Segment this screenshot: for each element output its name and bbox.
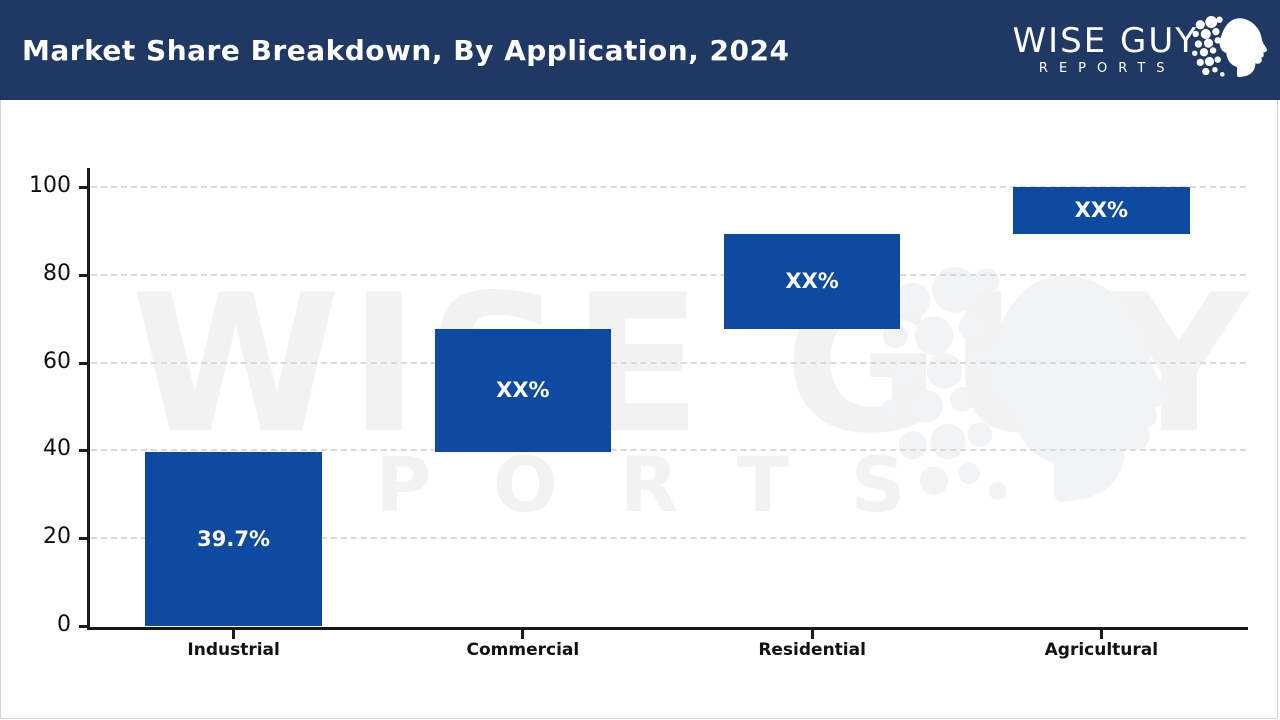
x-tick-mark — [232, 630, 236, 639]
y-tick-mark — [79, 449, 89, 453]
y-tick-label: 80 — [43, 260, 71, 286]
x-tick-mark — [810, 630, 814, 639]
watermark-text-top: WISE GUY — [131, 254, 1256, 475]
brand-logo-text: WISE GUY REPORTS — [1012, 24, 1198, 76]
bar-residential: XX% — [723, 233, 901, 329]
y-tick-label: 20 — [43, 524, 71, 550]
head-profile-dots-icon — [1192, 16, 1267, 78]
brand-logo: WISE GUY REPORTS — [1012, 7, 1270, 93]
bar-value-label: 39.7% — [197, 526, 271, 551]
gridline-100 — [91, 186, 1246, 188]
y-axis-line — [87, 168, 90, 630]
watermark-head-profile-dots-icon — [881, 266, 1170, 502]
brand-subtitle: REPORTS — [1038, 61, 1176, 76]
bar-industrial: 39.7% — [145, 451, 322, 626]
y-tick-label: 0 — [57, 612, 71, 637]
bar-value-label: XX% — [1074, 198, 1129, 223]
y-tick-mark — [79, 186, 89, 189]
gridline-60 — [91, 361, 1246, 364]
bar-value-label: XX% — [496, 378, 550, 403]
gridline-20 — [91, 537, 1246, 540]
brand-name: WISE GUY — [1012, 21, 1198, 61]
bar-agricultural: XX% — [1013, 187, 1190, 234]
y-tick-label: 40 — [43, 436, 71, 462]
y-tick-mark — [79, 537, 89, 541]
y-tick-mark — [79, 273, 89, 277]
y-tick-mark — [79, 361, 89, 365]
x-tick-label-commercial: Commercial — [466, 640, 580, 660]
x-tick-label-industrial: Industrial — [187, 640, 280, 660]
bar-commercial: XX% — [434, 328, 612, 452]
y-tick-label: 100 — [29, 173, 71, 198]
x-tick-mark — [1099, 630, 1103, 639]
x-tick-label-agricultural: Agricultural — [1044, 640, 1159, 660]
bar-value-label: XX% — [785, 269, 839, 294]
y-tick-mark — [79, 625, 89, 628]
x-axis-line — [87, 627, 1248, 630]
gridline-80 — [91, 273, 1246, 276]
chart-area: WISE GUY REPORTS 0 20 40 60 80 100 39.7% Indust… — [1, 100, 1279, 719]
x-tick-label-residential: Residential — [758, 640, 866, 660]
y-tick-label: 60 — [43, 348, 71, 374]
gridline-40 — [91, 449, 1246, 452]
page-title: Market Share Breakdown, By Application, … — [22, 33, 790, 67]
x-tick-mark — [521, 630, 525, 639]
header: Market Share Breakdown, By Application, … — [0, 0, 1280, 100]
